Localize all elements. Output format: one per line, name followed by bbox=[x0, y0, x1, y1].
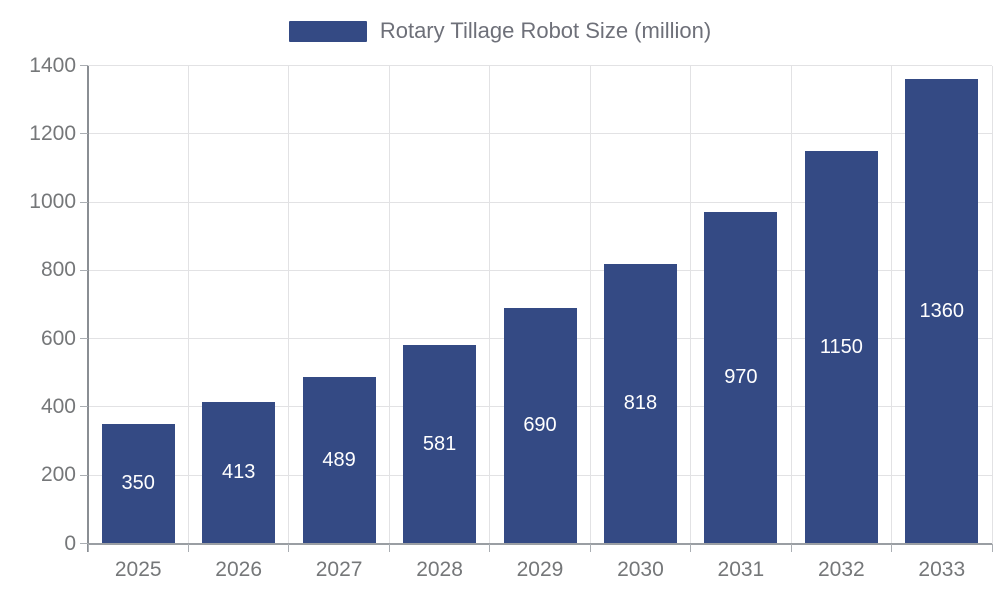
bar-value-label: 413 bbox=[221, 461, 256, 484]
y-axis-label: 1000 bbox=[29, 190, 76, 214]
bar-value-label: 1150 bbox=[819, 335, 863, 358]
y-axis-label: 600 bbox=[40, 326, 76, 350]
gridline-horizontal bbox=[88, 65, 992, 66]
x-axis-label: 2029 bbox=[516, 558, 564, 581]
x-axis-tick bbox=[991, 543, 993, 552]
x-axis-tick bbox=[489, 543, 491, 552]
bar-value-label: 581 bbox=[422, 432, 457, 455]
x-axis-tick bbox=[891, 543, 893, 552]
gridline-vertical bbox=[790, 65, 792, 544]
bar[interactable]: 818 bbox=[603, 264, 677, 544]
gridline-vertical bbox=[589, 65, 591, 544]
y-axis-tick bbox=[80, 543, 88, 544]
y-axis-tick bbox=[80, 201, 88, 203]
x-axis-tick bbox=[187, 543, 189, 552]
gridline-vertical bbox=[891, 65, 893, 544]
x-axis-tick bbox=[589, 543, 591, 552]
bar[interactable]: 1360 bbox=[905, 79, 979, 544]
bar-value-label: 690 bbox=[523, 414, 557, 437]
gridline-vertical bbox=[991, 65, 993, 544]
legend-swatch bbox=[288, 20, 367, 42]
bar[interactable]: 413 bbox=[202, 402, 276, 544]
legend-item[interactable]: Rotary Tillage Robot Size (million) bbox=[0, 14, 1000, 48]
y-axis-label: 200 bbox=[40, 463, 76, 487]
y-axis-tick bbox=[80, 406, 88, 408]
legend-label: Rotary Tillage Robot Size (million) bbox=[379, 18, 712, 43]
x-axis-tick bbox=[790, 543, 792, 552]
gridline-horizontal bbox=[88, 201, 992, 203]
bar-value-label: 818 bbox=[623, 392, 658, 415]
bar[interactable]: 350 bbox=[101, 424, 175, 544]
x-axis-label: 2032 bbox=[817, 558, 865, 581]
gridline-vertical bbox=[690, 65, 692, 544]
x-axis-label: 2025 bbox=[114, 558, 162, 581]
y-axis-label: 0 bbox=[64, 531, 76, 555]
x-axis-label: 2030 bbox=[617, 558, 664, 581]
bar-value-label: 489 bbox=[322, 448, 356, 471]
x-axis-tick bbox=[87, 543, 89, 552]
gridline-vertical bbox=[288, 65, 290, 544]
y-axis-tick bbox=[80, 133, 88, 135]
bar[interactable]: 489 bbox=[302, 376, 376, 544]
y-axis-label: 1200 bbox=[29, 121, 76, 145]
y-axis-label: 1400 bbox=[29, 53, 76, 77]
y-axis-line bbox=[87, 65, 89, 552]
x-axis-line bbox=[88, 543, 992, 545]
y-axis-label: 800 bbox=[40, 258, 76, 282]
y-axis-label: 400 bbox=[40, 394, 76, 418]
y-axis-tick bbox=[80, 338, 88, 340]
bar[interactable]: 970 bbox=[704, 212, 778, 544]
bar-value-label: 350 bbox=[121, 472, 155, 495]
bar[interactable]: 690 bbox=[503, 307, 577, 544]
gridline-vertical bbox=[388, 65, 390, 544]
y-axis-tick bbox=[80, 474, 88, 476]
x-axis-label: 2027 bbox=[315, 558, 363, 581]
gridline-vertical bbox=[187, 65, 189, 544]
bar-value-label: 970 bbox=[724, 366, 758, 389]
bar-value-label: 1360 bbox=[919, 299, 965, 322]
x-axis-label: 2031 bbox=[717, 558, 765, 581]
bar[interactable]: 1150 bbox=[804, 150, 878, 544]
bar[interactable]: 581 bbox=[403, 345, 477, 544]
x-axis-label: 2028 bbox=[416, 558, 463, 581]
x-axis-tick bbox=[690, 543, 692, 552]
gridline-vertical bbox=[489, 65, 491, 544]
x-axis-label: 2033 bbox=[918, 558, 966, 581]
y-axis-tick bbox=[80, 65, 88, 66]
x-axis-tick bbox=[288, 543, 290, 552]
y-axis-tick bbox=[80, 269, 88, 271]
x-axis-tick bbox=[388, 543, 390, 552]
x-axis-label: 2026 bbox=[215, 558, 263, 581]
gridline-horizontal bbox=[88, 269, 992, 271]
gridline-horizontal bbox=[88, 133, 992, 135]
